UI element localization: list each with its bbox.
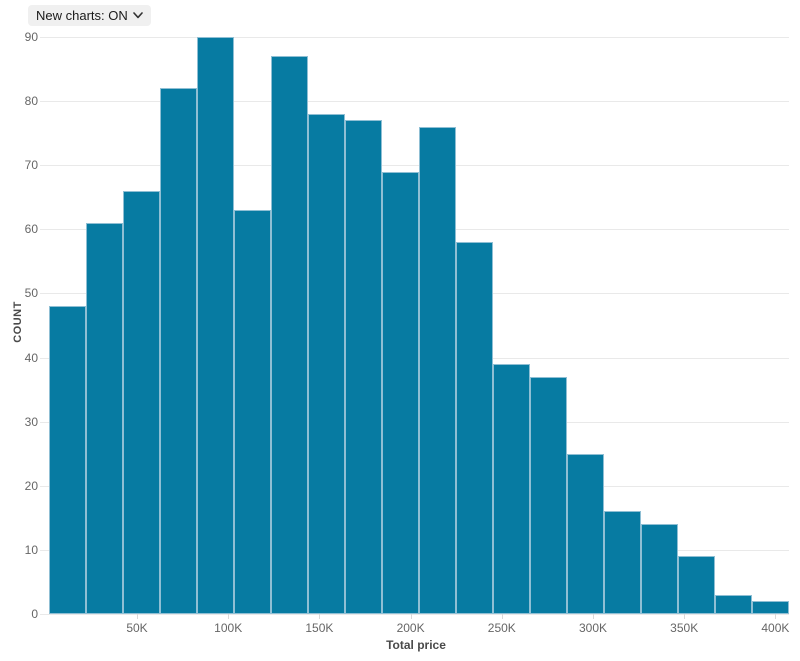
x-tick-mark-50K (137, 614, 138, 619)
y-tick-label-30: 30 (24, 414, 38, 429)
y-tick-label-50: 50 (24, 286, 38, 301)
histogram-bar[interactable] (456, 242, 493, 614)
x-tick-mark-150K (319, 614, 321, 619)
y-tick-label-70: 70 (24, 158, 38, 173)
y-tick-label-20: 20 (24, 478, 38, 493)
histogram-bar[interactable] (271, 56, 308, 614)
x-tick-mark-350K (684, 614, 686, 619)
new-charts-dropdown[interactable]: New charts: ON (28, 5, 151, 26)
gridline-y-70 (40, 165, 789, 167)
histogram-bar[interactable] (86, 222, 123, 614)
x-tick-label-300K: 300K (578, 621, 608, 635)
histogram-bar[interactable] (382, 171, 419, 614)
y-tick-label-80: 80 (24, 94, 38, 109)
histogram-bar[interactable] (123, 190, 160, 614)
histogram-bar[interactable] (567, 453, 604, 614)
x-tick-label-350K: 350K (670, 621, 699, 635)
histogram-bar[interactable] (493, 363, 530, 614)
x-axis-title: Total price (386, 638, 446, 652)
histogram-bar[interactable] (160, 88, 197, 614)
plot-area (40, 28, 789, 615)
x-tick-mark-300K (593, 614, 594, 619)
y-tick-label-60: 60 (24, 222, 38, 237)
x-tick-mark-100K (228, 614, 230, 619)
histogram-bar[interactable] (345, 120, 382, 614)
histogram-bar[interactable] (234, 210, 271, 614)
gridline-y-0 (40, 614, 789, 615)
histogram-bar[interactable] (49, 306, 86, 614)
x-tick-label-50K: 50K (126, 621, 148, 635)
histogram-bar[interactable] (604, 511, 641, 614)
histogram-bar[interactable] (641, 524, 678, 614)
histogram-bar[interactable] (752, 601, 789, 614)
histogram-bar[interactable] (419, 126, 456, 614)
x-tick-label-250K: 250K (487, 621, 516, 635)
y-tick-label-0: 0 (31, 607, 38, 621)
x-tick-label-400K: 400K (761, 621, 790, 635)
chevron-down-icon (132, 12, 143, 19)
x-tick-label-150K: 150K (305, 621, 334, 635)
y-tick-label-90: 90 (24, 30, 38, 44)
new-charts-dropdown-label: New charts: ON (36, 8, 128, 23)
histogram-bar[interactable] (715, 594, 752, 614)
histogram-bar[interactable] (197, 37, 234, 614)
gridline-y-90 (40, 37, 789, 38)
histogram-bar[interactable] (678, 556, 715, 614)
y-axis-title: COUNT (12, 301, 24, 343)
x-tick-label-200K: 200K (396, 621, 425, 635)
gridline-y-80 (40, 101, 789, 103)
histogram-bar[interactable] (530, 376, 567, 614)
y-tick-label-40: 40 (24, 350, 38, 365)
x-tick-mark-400K (775, 614, 777, 619)
x-tick-mark-200K (410, 614, 412, 619)
x-tick-label-100K: 100K (214, 621, 243, 635)
x-tick-mark-250K (501, 614, 503, 619)
histogram-bar[interactable] (308, 113, 345, 614)
y-tick-label-10: 10 (24, 542, 38, 557)
